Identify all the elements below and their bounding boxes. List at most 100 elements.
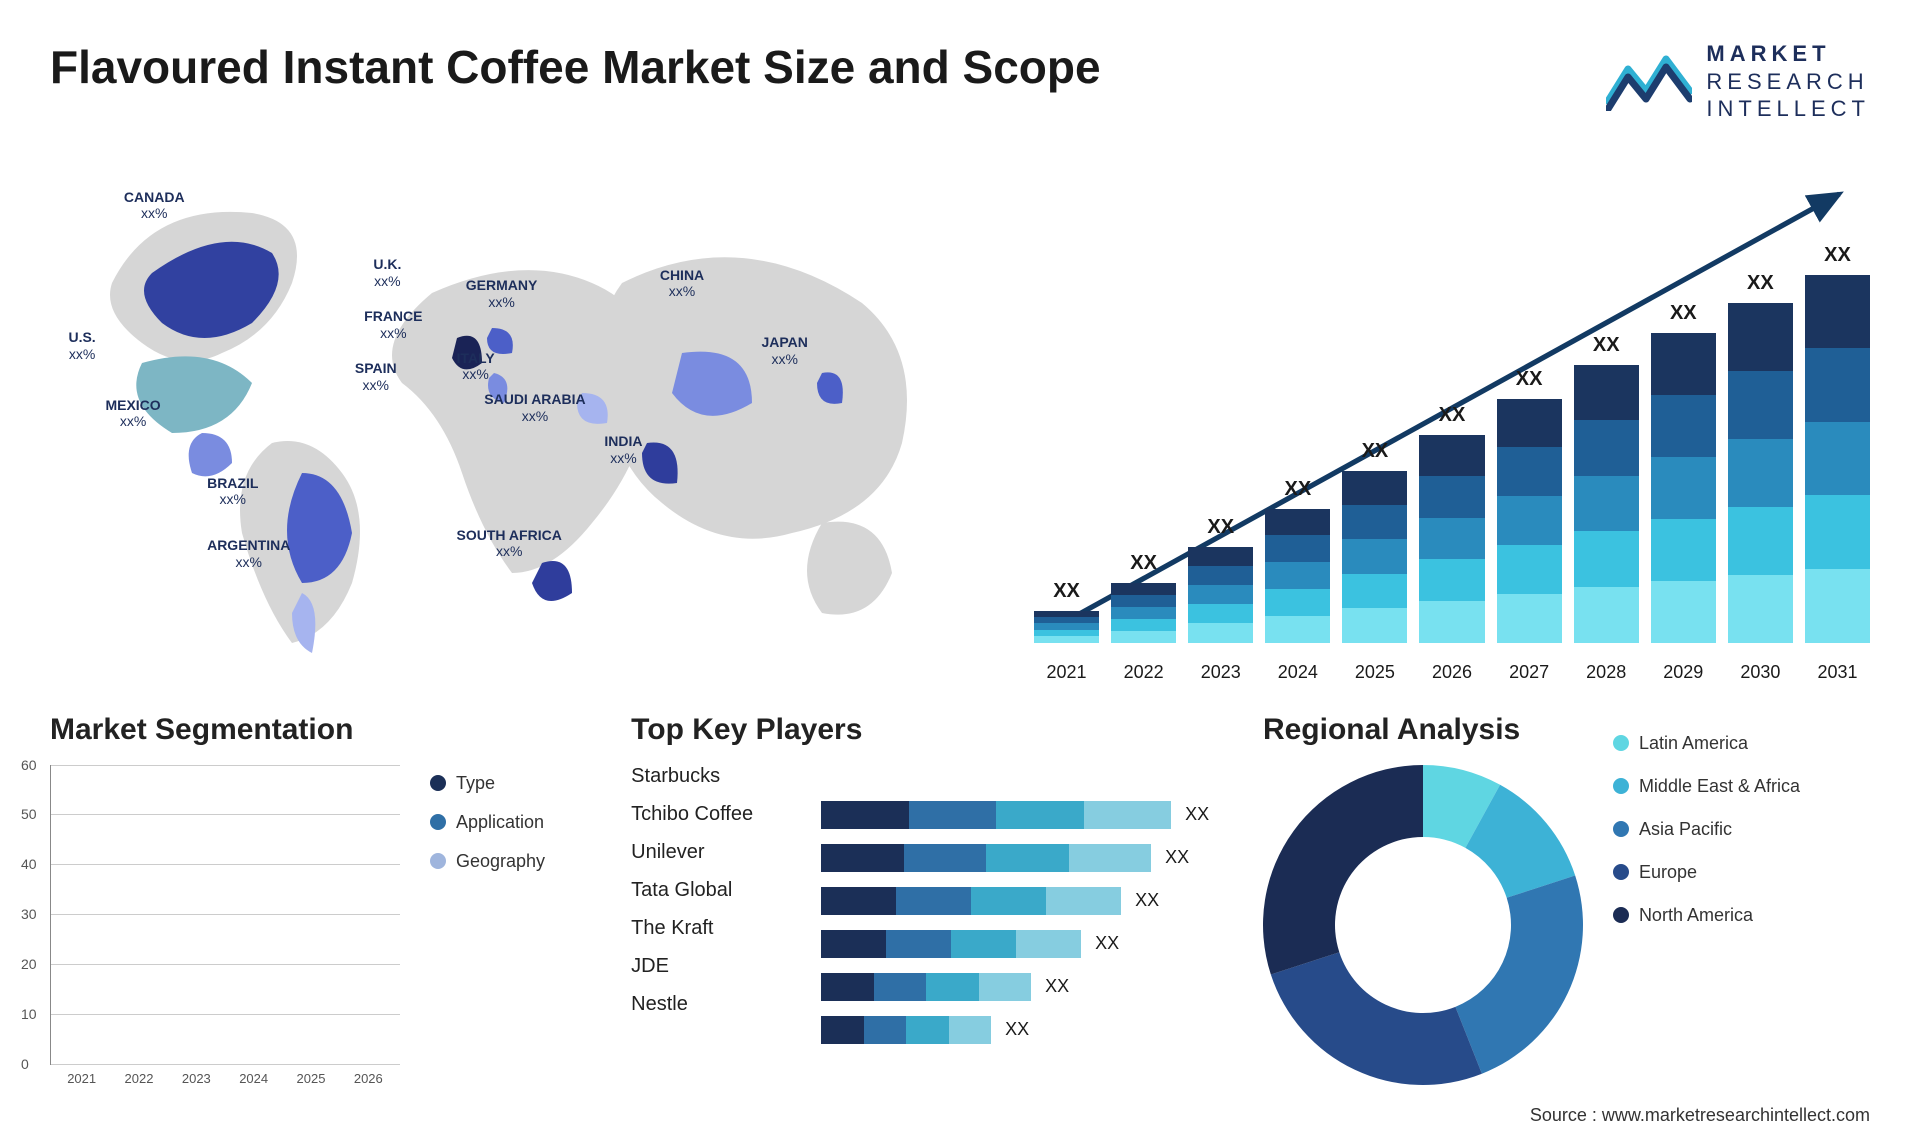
player-bar-row: XX [821,1016,1213,1044]
player-name: Unilever [631,841,801,864]
seg-ytick-label: 30 [21,906,37,922]
growth-bar-value: XX [1824,244,1851,267]
growth-year-label: 2024 [1265,662,1330,683]
brand-logo: MARKET RESEARCH INTELLECT [1606,40,1870,123]
map-country-label: CANADAxx% [124,189,185,223]
legend-item: Type [430,773,545,794]
player-bar-value: XX [1135,890,1159,911]
legend-item: Europe [1613,862,1800,883]
growth-year-label: 2028 [1574,662,1639,683]
seg-ytick-label: 40 [21,856,37,872]
legend-label: Type [456,773,495,794]
growth-year-label: 2025 [1342,662,1407,683]
player-name: JDE [631,955,801,978]
growth-year-label: 2026 [1419,662,1484,683]
top-row: CANADAxx%U.S.xx%MEXICOxx%BRAZILxx%ARGENT… [50,163,1870,683]
legend-item: Middle East & Africa [1613,776,1800,797]
seg-xtick-label: 2023 [173,1071,220,1086]
seg-ytick-label: 0 [21,1056,29,1072]
segmentation-title: Market Segmentation [50,713,400,747]
growth-bars: XX XX XX XX XX XX XX XX XX XX XX [1034,243,1870,643]
page-title: Flavoured Instant Coffee Market Size and… [50,40,1101,94]
player-name: Nestle [631,993,801,1016]
legend-dot-icon [430,853,446,869]
growth-bar-value: XX [1284,478,1311,501]
growth-bar: XX [1805,244,1870,643]
growth-bar: XX [1651,302,1716,643]
header: Flavoured Instant Coffee Market Size and… [50,40,1870,123]
legend-dot-icon [430,814,446,830]
player-bar-row: XX [821,930,1213,958]
player-bars: XXXXXXXXXXXX [821,765,1213,1044]
legend-dot-icon [1613,907,1629,923]
map-country-label: MEXICOxx% [105,397,160,431]
legend-item: Application [430,812,545,833]
map-country-label: INDIAxx% [604,433,642,467]
legend-dot-icon [1613,821,1629,837]
seg-ytick-label: 60 [21,757,37,773]
regional-legend: Latin America Middle East & Africa Asia Pa… [1613,713,1800,926]
legend-label: Europe [1639,862,1697,883]
map-country-label: SOUTH AFRICAxx% [457,527,562,561]
regional-panel: Regional Analysis Latin America Middle Ea… [1263,713,1870,1113]
legend-item: North America [1613,905,1800,926]
growth-bar-value: XX [1130,552,1157,575]
map-country-label: SPAINxx% [355,360,397,394]
regional-title: Regional Analysis [1263,713,1583,747]
world-map-panel: CANADAxx%U.S.xx%MEXICOxx%BRAZILxx%ARGENT… [50,163,974,683]
seg-xtick-label: 2022 [115,1071,162,1086]
map-country-label: GERMANYxx% [466,277,538,311]
seg-ytick-label: 10 [21,1006,37,1022]
player-bar-value: XX [1045,976,1069,997]
segmentation-legend: Type Application Geography [430,713,545,1113]
growth-year-label: 2031 [1805,662,1870,683]
seg-ytick-label: 20 [21,956,37,972]
growth-bar: XX [1342,440,1407,643]
growth-bar-value: XX [1439,404,1466,427]
legend-dot-icon [1613,735,1629,751]
legend-dot-icon [430,775,446,791]
legend-label: Middle East & Africa [1639,776,1800,797]
growth-year-label: 2022 [1111,662,1176,683]
map-country-label: FRANCExx% [364,308,422,342]
seg-xtick-label: 2024 [230,1071,277,1086]
legend-label: Geography [456,851,545,872]
growth-year-label: 2023 [1188,662,1253,683]
growth-bar: XX [1111,552,1176,643]
growth-bar-value: XX [1670,302,1697,325]
donut-segment [1271,952,1482,1085]
donut-segment [1263,765,1423,974]
donut-segment [1455,875,1583,1073]
bottom-row: Market Segmentation 0102030405060 2021 20… [50,713,1870,1113]
legend-dot-icon [1613,778,1629,794]
legend-item: Geography [430,851,545,872]
player-bar-value: XX [1095,933,1119,954]
player-bar-value: XX [1185,804,1209,825]
segmentation-xlabels: 202120222023202420252026 [50,1065,400,1086]
legend-dot-icon [1613,864,1629,880]
map-country-label: JAPANxx% [761,334,807,368]
growth-bar: XX [1265,478,1330,643]
legend-label: Application [456,812,544,833]
segmentation-chart: 0102030405060 [50,765,400,1065]
growth-bar-value: XX [1747,272,1774,295]
player-bar-value: XX [1005,1019,1029,1040]
player-bar-row: XX [821,887,1213,915]
source-label: Source : www.marketresearchintellect.com [1530,1105,1870,1126]
legend-item: Latin America [1613,733,1800,754]
regional-donut [1263,765,1583,1085]
growth-bar-value: XX [1516,368,1543,391]
legend-item: Asia Pacific [1613,819,1800,840]
legend-label: Latin America [1639,733,1748,754]
growth-bar-value: XX [1207,516,1234,539]
map-country-label: CHINAxx% [660,267,704,301]
players-panel: Top Key Players StarbucksTchibo CoffeeUn… [631,713,1213,1113]
growth-bar: XX [1419,404,1484,643]
growth-bar-value: XX [1593,334,1620,357]
growth-year-label: 2021 [1034,662,1099,683]
growth-bar: XX [1034,580,1099,643]
seg-xtick-label: 2021 [58,1071,105,1086]
growth-year-label: 2029 [1651,662,1716,683]
player-bar-row: XX [821,801,1213,829]
legend-label: North America [1639,905,1753,926]
